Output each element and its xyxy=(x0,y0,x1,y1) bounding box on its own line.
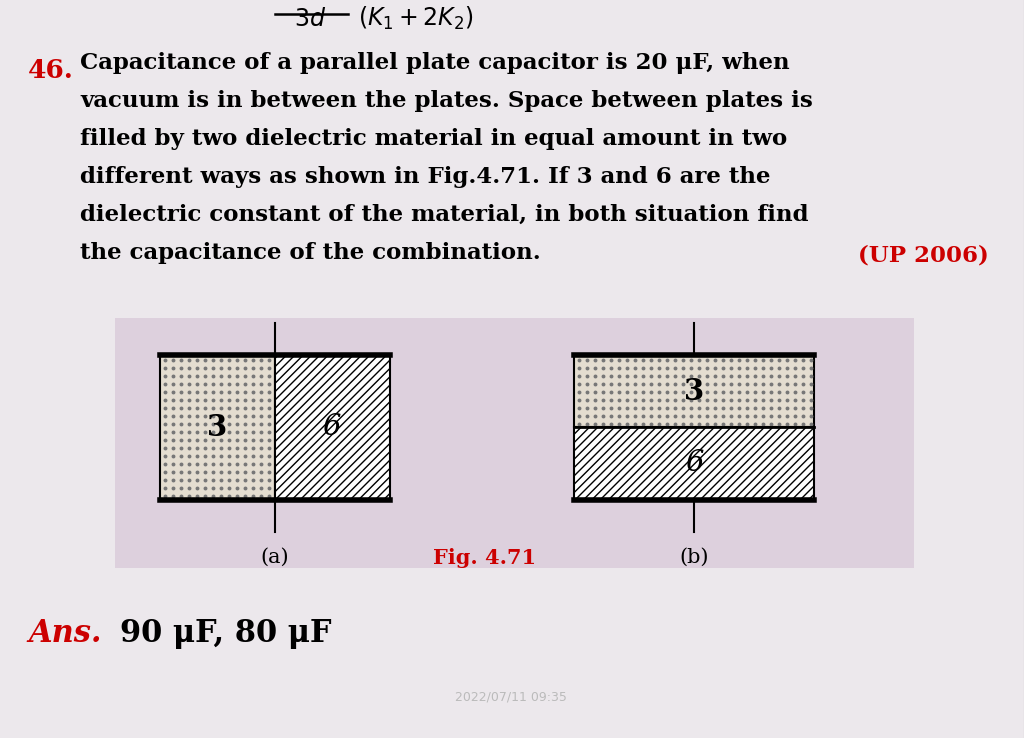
Bar xyxy=(115,318,913,568)
Text: the capacitance of the combination.: the capacitance of the combination. xyxy=(80,242,541,264)
Text: 6: 6 xyxy=(685,449,703,477)
Text: $(K_1 + 2K_2)$: $(K_1 + 2K_2)$ xyxy=(357,5,473,32)
Text: (UP 2006): (UP 2006) xyxy=(858,244,989,266)
Text: 6: 6 xyxy=(323,413,341,441)
Text: filled by two dielectric material in equal amount in two: filled by two dielectric material in equ… xyxy=(80,128,787,150)
Text: Capacitance of a parallel plate capacitor is 20 μF, when: Capacitance of a parallel plate capacito… xyxy=(80,52,790,74)
Text: 3: 3 xyxy=(207,413,227,441)
Bar xyxy=(574,427,814,499)
Bar xyxy=(160,355,274,500)
Text: (a): (a) xyxy=(260,548,289,567)
Text: 3: 3 xyxy=(684,376,705,405)
Bar xyxy=(274,355,389,500)
Text: $3d$: $3d$ xyxy=(294,8,326,31)
Text: Ans.: Ans. xyxy=(28,618,101,649)
Text: 2022/07/11 09:35: 2022/07/11 09:35 xyxy=(456,690,567,703)
Text: 46.: 46. xyxy=(28,58,74,83)
Text: vacuum is in between the plates. Space between plates is: vacuum is in between the plates. Space b… xyxy=(80,90,813,112)
Text: 90 μF, 80 μF: 90 μF, 80 μF xyxy=(120,618,332,649)
Text: (b): (b) xyxy=(679,548,709,567)
Text: different ways as shown in Fig.4.71. If 3 and 6 are the: different ways as shown in Fig.4.71. If … xyxy=(80,166,770,188)
Bar xyxy=(574,355,814,427)
Text: Fig. 4.71: Fig. 4.71 xyxy=(433,548,536,568)
Text: dielectric constant of the material, in both situation find: dielectric constant of the material, in … xyxy=(80,204,808,226)
